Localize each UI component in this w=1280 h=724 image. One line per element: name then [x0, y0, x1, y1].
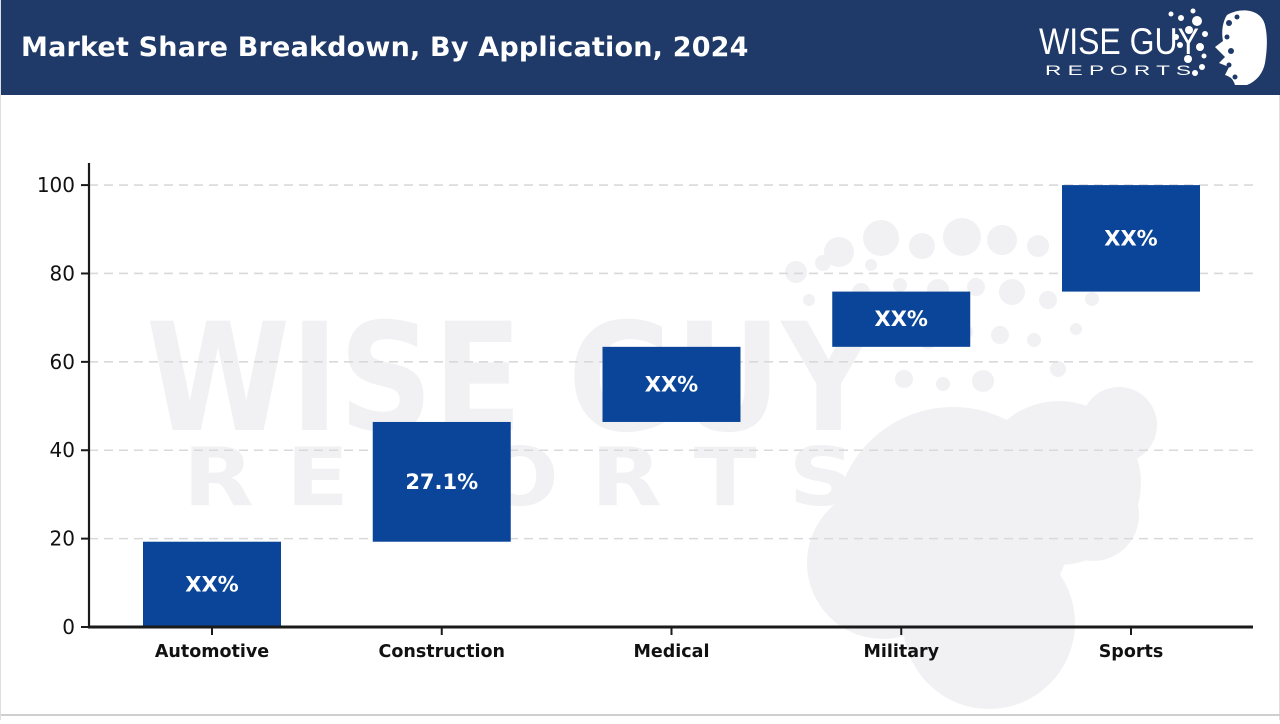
bar-automotive [143, 541, 281, 627]
logo-subname-text: R E P O R T S [1045, 63, 1191, 78]
x-tick-label-medical: Medical [634, 642, 710, 662]
y-tick-label: 20 [50, 527, 75, 551]
x-tick-label-military: Military [863, 642, 939, 662]
watermark-dot [943, 218, 981, 256]
logo-name-text: WISE GUY [1039, 21, 1199, 62]
watermark-dot [972, 370, 994, 392]
watermark-dot [1027, 333, 1041, 347]
bar-label-construction: 27.1% [405, 470, 478, 494]
watermark-dot [903, 537, 1075, 709]
bar-label-automotive: XX% [185, 572, 238, 596]
watermark-dot [865, 259, 877, 271]
watermark-dot [991, 326, 1009, 344]
watermark-dot [1050, 361, 1066, 377]
watermark-dot [1027, 235, 1049, 257]
bar-label-military: XX% [875, 307, 928, 331]
watermark-dot [909, 233, 935, 259]
chart-area: WISE GUY R E P O R T S XX% 27.1% XX% XX% XX% 0 2… [1, 95, 1280, 720]
y-tick-label: 0 [62, 615, 75, 639]
watermark-dot [1039, 291, 1057, 309]
watermark-dot [863, 220, 899, 256]
watermark-dot [936, 377, 950, 391]
watermark-dot [999, 279, 1025, 305]
y-tick-label: 100 [37, 173, 75, 197]
bar-label-medical: XX% [645, 372, 698, 396]
x-tick-label-sports: Sports [1099, 642, 1164, 662]
watermark-dot [967, 278, 985, 296]
chart-watermark-subname: R E P O R T S [183, 431, 855, 524]
watermark-dot [803, 294, 815, 306]
bar-military [832, 291, 971, 347]
x-tick-label-construction: Construction [379, 642, 505, 662]
watermark-dot [893, 278, 907, 292]
watermark-dot [895, 370, 913, 388]
watermark-dot [1047, 469, 1139, 561]
y-tick-label: 80 [50, 261, 75, 285]
x-tick-label-automotive: Automotive [155, 642, 269, 662]
watermark-dot [785, 261, 807, 283]
watermark-dot [1085, 292, 1099, 306]
wiseguy-logo: WISE GUY R E P O R T S [1039, 8, 1267, 85]
y-tick-label: 40 [50, 438, 75, 462]
watermark-dot [1070, 323, 1082, 335]
chart-watermark-name: WISE GUY [146, 292, 878, 466]
bar-construction [372, 421, 511, 542]
watermark-dot [987, 225, 1017, 255]
bar-medical [602, 346, 741, 422]
watermark-dot [824, 237, 854, 267]
header-band: Market Share Breakdown, By Application, … [1, 0, 1280, 95]
wiseguy-face-icon [1168, 8, 1267, 85]
bottom-border [1, 714, 1280, 716]
bar-sports [1062, 185, 1200, 292]
y-tick-label: 60 [50, 350, 75, 374]
watermark-dot [815, 255, 831, 271]
bar-label-sports: XX% [1104, 226, 1157, 250]
watermark-dot [1081, 387, 1157, 463]
page-title: Market Share Breakdown, By Application, … [21, 32, 749, 63]
